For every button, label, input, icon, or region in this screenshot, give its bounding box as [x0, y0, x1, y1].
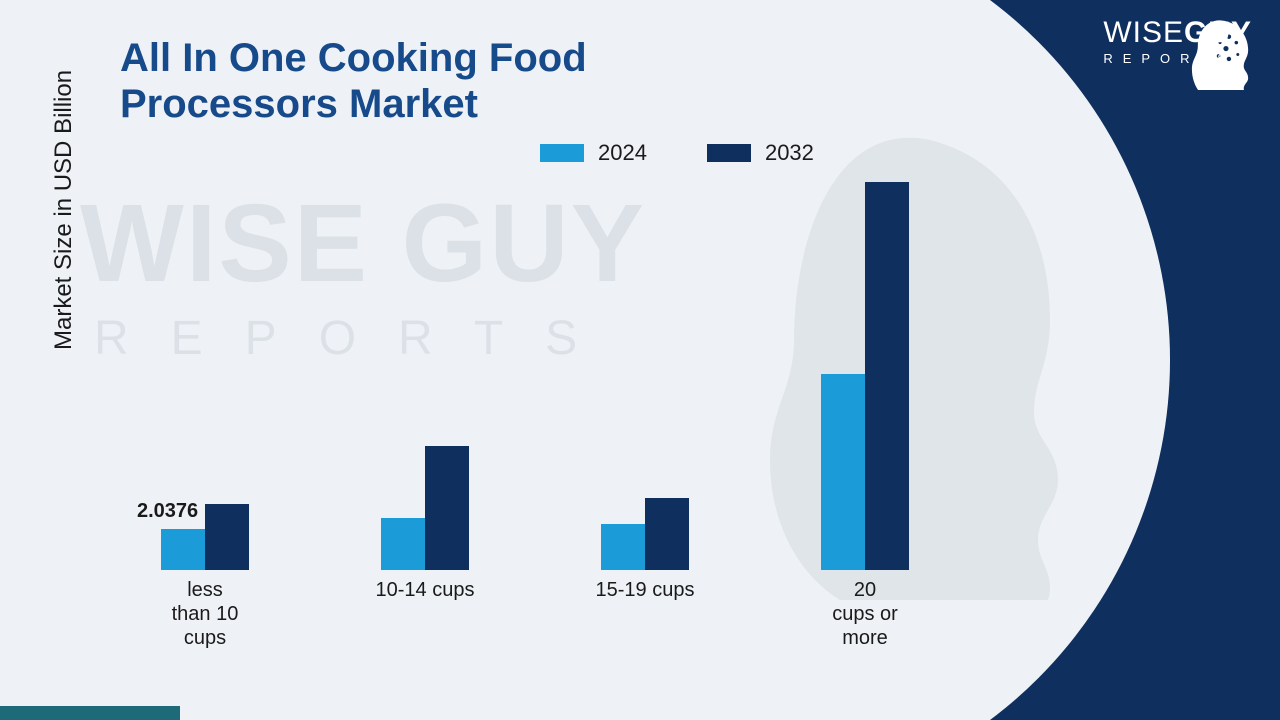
- bar-group: 2.0376less than 10 cups: [140, 504, 270, 570]
- legend-item-2032: 2032: [707, 140, 814, 166]
- bar: [645, 498, 689, 570]
- bar-group: 10-14 cups: [360, 446, 490, 570]
- bar-chart: 2.0376less than 10 cups 10-14 cups 15-19 c…: [120, 170, 920, 570]
- legend-swatch-2024: [540, 144, 584, 162]
- brand-logo: WISEGUY REPORTS: [1103, 18, 1252, 65]
- bar-group: 20 cups or more: [800, 182, 930, 570]
- legend-label-2032: 2032: [765, 140, 814, 166]
- category-label: 15-19 cups: [585, 578, 705, 602]
- brand-line2: REPORTS: [1103, 52, 1252, 65]
- bar-value-label: 2.0376: [137, 500, 198, 523]
- bar: [601, 524, 645, 570]
- legend-item-2024: 2024: [540, 140, 647, 166]
- category-label: 10-14 cups: [365, 578, 485, 602]
- bar: [205, 504, 249, 570]
- brand-wise: WISE: [1103, 16, 1184, 49]
- category-label: 20 cups or more: [830, 578, 900, 650]
- y-axis-label: Market Size in USD Billion: [50, 70, 78, 350]
- bar: [381, 518, 425, 570]
- bar: 2.0376: [161, 529, 205, 570]
- category-label: less than 10 cups: [170, 578, 240, 650]
- bottom-accent-bar: [0, 706, 180, 720]
- brand-line1: WISEGUY: [1103, 18, 1252, 48]
- chart-title: All In One Cooking Food Processors Marke…: [120, 35, 800, 128]
- brand-guy: GUY: [1184, 16, 1252, 49]
- bar: [425, 446, 469, 570]
- bar: [821, 374, 865, 570]
- legend-label-2024: 2024: [598, 140, 647, 166]
- chart-canvas: WISE GUY REPORTS All In One Cooking Food…: [0, 0, 1280, 720]
- bar: [865, 182, 909, 570]
- bar-group: 15-19 cups: [580, 498, 710, 570]
- legend: 2024 2032: [540, 140, 814, 166]
- legend-swatch-2032: [707, 144, 751, 162]
